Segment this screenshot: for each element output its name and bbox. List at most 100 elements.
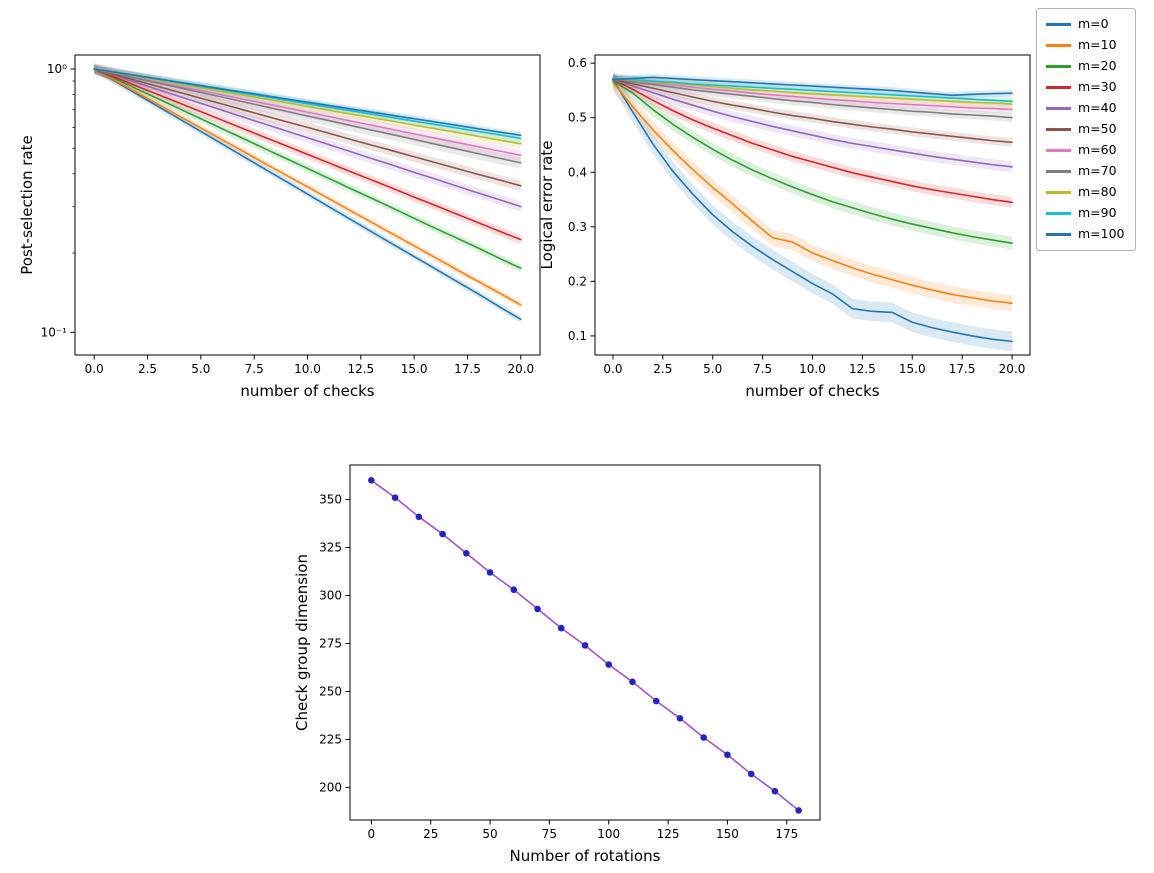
data-point xyxy=(391,494,399,501)
error-band xyxy=(612,74,1013,250)
legend-line-swatch xyxy=(1046,191,1071,194)
y-tick-label: 0.6 xyxy=(568,56,587,70)
series-line-m-70 xyxy=(93,68,522,164)
x-axis-label: Number of rotations xyxy=(510,847,661,865)
legend-item: m=80 xyxy=(1046,184,1125,201)
y-tick-label: 325 xyxy=(319,541,342,555)
x-axis-label: number of checks xyxy=(745,382,879,400)
x-tick-label: 15.0 xyxy=(401,362,428,376)
legend-line-swatch xyxy=(1046,212,1071,215)
x-tick-label: 0 xyxy=(368,827,376,841)
y-tick-label: 10⁻¹ xyxy=(41,325,68,339)
data-point xyxy=(605,661,613,668)
series-line-m-80 xyxy=(93,68,522,145)
series-line-m-30 xyxy=(93,68,522,241)
y-tick-label: 10⁰ xyxy=(47,62,67,76)
x-tick-label: 50 xyxy=(482,827,497,841)
data-point xyxy=(463,549,470,557)
error-band xyxy=(612,74,1013,208)
logical-error-rate-chart: 0.0 2.5 5.0 7.5 10.0 12.5 15.0 17.5 20.0 0.1 0.2 0.… xyxy=(538,54,1031,400)
legend-line-swatch xyxy=(1046,44,1071,47)
series-line-m-90 xyxy=(612,77,1013,103)
x-axis-label: number of checks xyxy=(240,382,374,400)
x-tick-label: 12.5 xyxy=(849,362,876,376)
series-line-m-60 xyxy=(612,77,1013,111)
x-tick-label: 10.0 xyxy=(799,362,826,376)
legend-label: m=50 xyxy=(1078,121,1117,137)
legend-item: m=60 xyxy=(1046,142,1125,159)
series-line-m-0 xyxy=(612,78,1013,343)
data-point xyxy=(795,807,802,814)
x-tick-label: 2.5 xyxy=(138,362,157,376)
legend-line-swatch xyxy=(1046,233,1071,236)
x-tick-label: 12.5 xyxy=(347,362,374,376)
data-point xyxy=(747,770,755,778)
post-selection-rate-chart: 0.0 2.5 5.0 7.5 10.0 12.5 15.0 17.5 20.0 10⁰ 10⁻¹ n… xyxy=(18,54,541,400)
x-tick-label: 7.5 xyxy=(753,362,772,376)
x-tick-label: 100 xyxy=(597,827,620,841)
series-line-m-100 xyxy=(612,76,1013,97)
legend-label: m=40 xyxy=(1078,100,1117,116)
x-tick-label: 10.0 xyxy=(294,362,321,376)
legend-item: m=90 xyxy=(1046,205,1125,222)
legend-item: m=30 xyxy=(1046,79,1125,96)
axes-frame xyxy=(349,464,821,821)
x-tick-label: 20.0 xyxy=(507,362,534,376)
data-point xyxy=(629,678,636,686)
data-point xyxy=(676,715,684,722)
data-point xyxy=(700,734,707,741)
data-point xyxy=(439,530,446,538)
series-line-m-40 xyxy=(612,78,1013,168)
data-point xyxy=(534,605,541,613)
y-axis-label: Check group dimension xyxy=(293,554,311,731)
x-tick-label: 15.0 xyxy=(899,362,926,376)
x-tick-label: 17.5 xyxy=(949,362,976,376)
legend-line-swatch xyxy=(1046,23,1071,26)
x-tick-label: 5.0 xyxy=(191,362,210,376)
data-point xyxy=(771,787,779,795)
y-tick-label: 0.2 xyxy=(568,274,587,288)
legend-item: m=0 xyxy=(1046,16,1125,33)
y-axis-label: Logical error rate xyxy=(538,141,556,270)
x-tick-label: 5.0 xyxy=(703,362,722,376)
y-tick-label: 250 xyxy=(319,684,342,698)
legend-line-swatch xyxy=(1046,149,1071,152)
y-axis-label: Post-selection rate xyxy=(18,135,36,274)
series-line-m-20 xyxy=(93,68,522,270)
y-tick-label: 0.5 xyxy=(568,111,587,125)
series-line-m-10 xyxy=(93,68,522,306)
legend-label: m=10 xyxy=(1078,37,1117,53)
series-line-m-40 xyxy=(93,68,522,208)
series-line-m-50 xyxy=(612,78,1013,144)
data-point xyxy=(415,513,423,521)
y-tick-label: 300 xyxy=(319,588,342,602)
series-line-m-80 xyxy=(612,77,1013,105)
x-tick-label: 150 xyxy=(716,827,739,841)
legend-item: m=50 xyxy=(1046,121,1125,138)
y-tick-label: 0.4 xyxy=(568,165,587,179)
y-tick-label: 0.1 xyxy=(568,329,587,343)
legend-item: m=100 xyxy=(1046,226,1125,243)
series-line-m-100 xyxy=(93,68,522,137)
legend-line-swatch xyxy=(1046,65,1071,68)
legend-label: m=80 xyxy=(1078,184,1117,200)
legend-label: m=20 xyxy=(1078,58,1117,74)
x-tick-label: 0.0 xyxy=(85,362,104,376)
x-tick-label: 7.5 xyxy=(245,362,264,376)
data-point xyxy=(510,586,518,594)
series-line-m-70 xyxy=(612,78,1013,119)
legend-item: m=40 xyxy=(1046,100,1125,117)
x-tick-label: 125 xyxy=(657,827,680,841)
legend-label: m=70 xyxy=(1078,163,1117,179)
legend-label: m=90 xyxy=(1078,205,1117,221)
x-tick-label: 0.0 xyxy=(603,362,622,376)
y-tick-label: 350 xyxy=(319,493,342,507)
series-line-m-60 xyxy=(93,68,522,157)
y-tick-label: 0.3 xyxy=(568,220,587,234)
data-point xyxy=(652,697,660,705)
legend-item: m=20 xyxy=(1046,58,1125,75)
data-point xyxy=(557,624,565,632)
y-tick-label: 275 xyxy=(319,636,342,650)
series-line-m-30 xyxy=(612,78,1013,204)
x-tick-label: 2.5 xyxy=(653,362,672,376)
